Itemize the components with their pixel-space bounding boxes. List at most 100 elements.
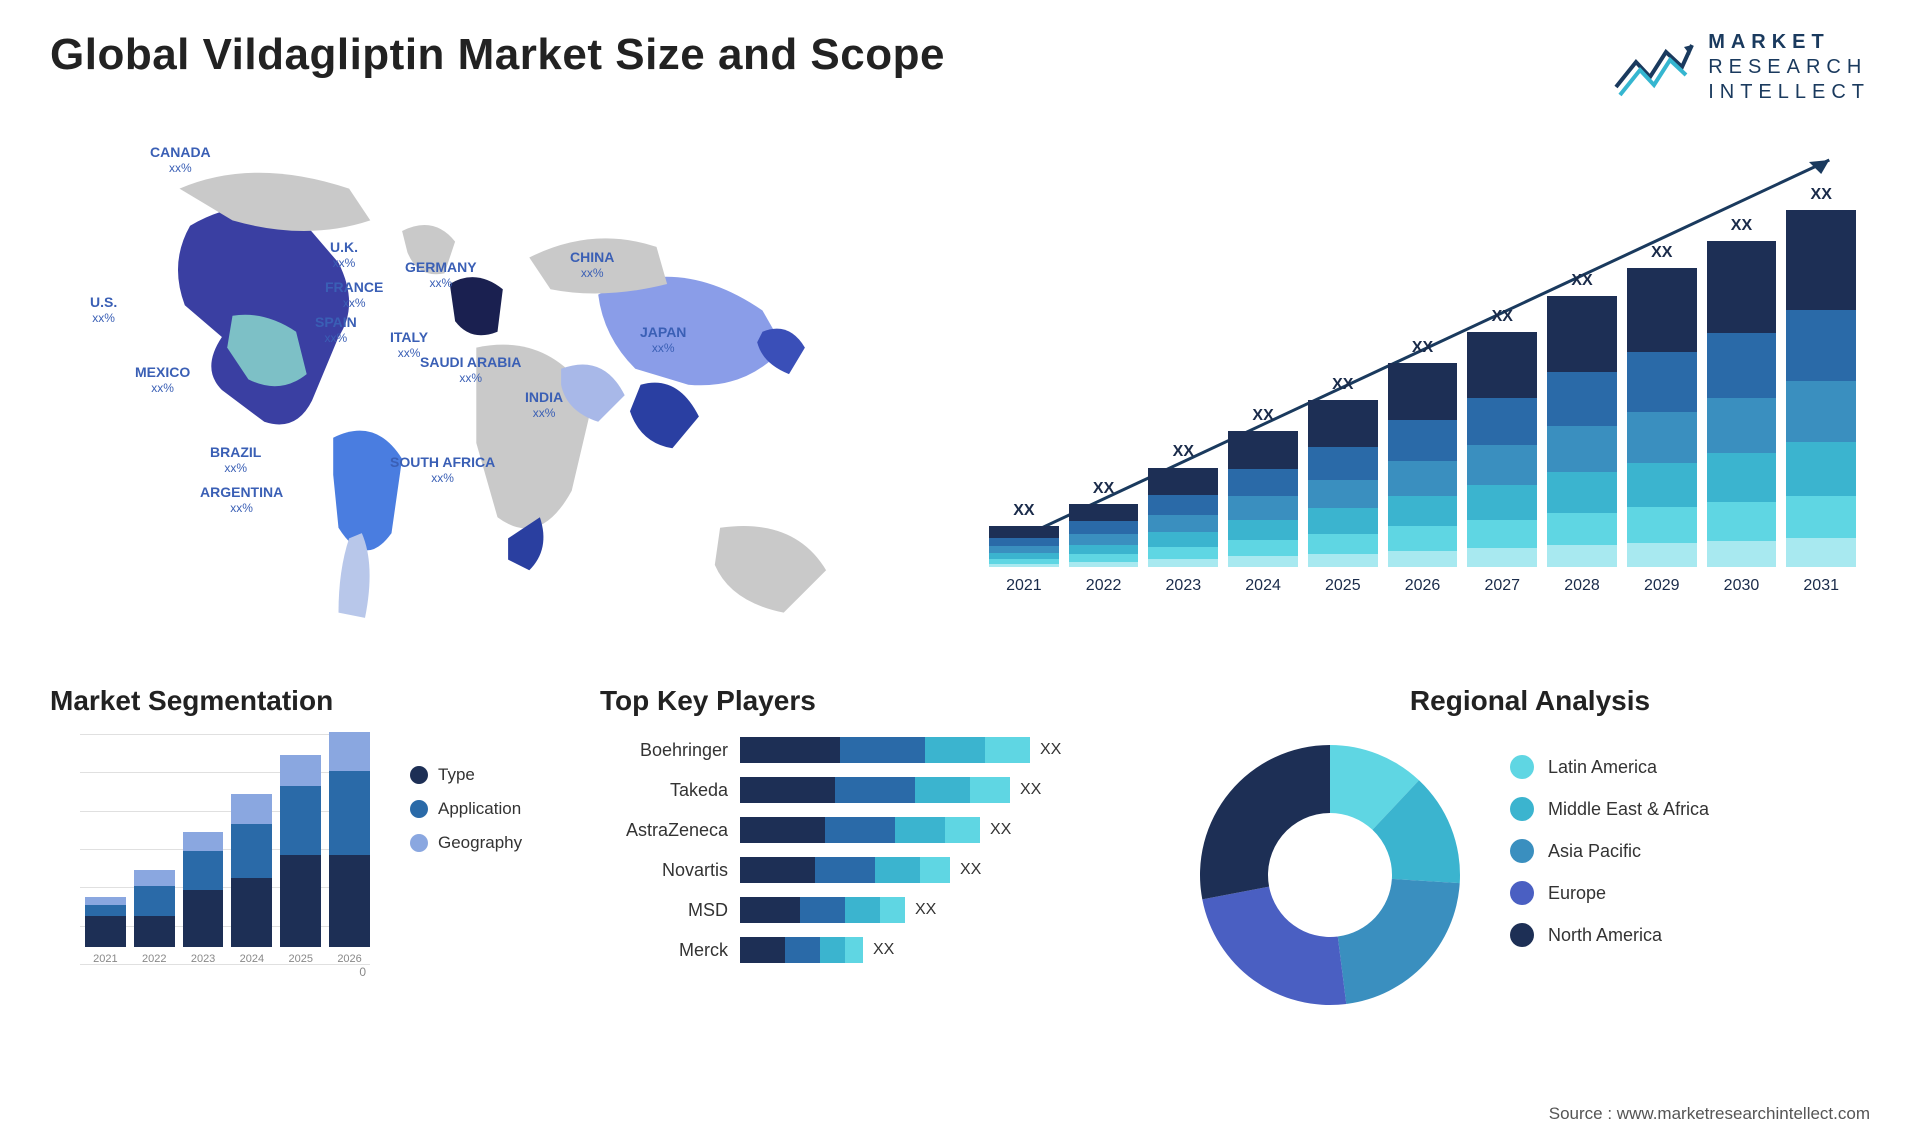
bar-value-label: XX	[1731, 217, 1752, 235]
donut-slice	[1202, 887, 1346, 1005]
logo-icon	[1614, 37, 1694, 99]
legend-item: Geography	[410, 833, 522, 853]
growth-bar-col: XX 2026	[1388, 339, 1458, 595]
seg-bar-col: 2026	[329, 732, 370, 965]
world-map: CANADAxx%U.S.xx%MEXICOxx%BRAZILxx%ARGENT…	[50, 125, 945, 655]
year-label: 2026	[1405, 577, 1441, 595]
top-row: CANADAxx%U.S.xx%MEXICOxx%BRAZILxx%ARGENT…	[50, 125, 1870, 655]
donut-chart	[1190, 735, 1470, 1015]
growth-bar-col: XX 2027	[1467, 308, 1537, 595]
year-label: 2030	[1724, 577, 1760, 595]
growth-bar	[989, 526, 1059, 567]
player-name: MSD	[600, 900, 740, 921]
players-header: Top Key Players	[600, 685, 1160, 717]
player-row: MerckXX	[600, 935, 1160, 965]
region-legend: Latin America Middle East & Africa Asia Pa…	[1510, 735, 1709, 1015]
donut-slice	[1338, 879, 1460, 1004]
legend-item: North America	[1510, 923, 1709, 947]
growth-bar	[1467, 332, 1537, 567]
growth-bar-col: XX 2021	[989, 502, 1059, 595]
map-label: CANADAxx%	[150, 145, 211, 176]
bar-value-label: XX	[1651, 244, 1672, 262]
segmentation-header: Market Segmentation	[50, 685, 570, 717]
player-name: Novartis	[600, 860, 740, 881]
growth-bar	[1228, 431, 1298, 567]
legend-item: Europe	[1510, 881, 1709, 905]
year-label: 2022	[1086, 577, 1122, 595]
seg-bar-col: 2025	[280, 755, 321, 965]
player-name: Takeda	[600, 780, 740, 801]
growth-chart: XX2021XX2022XX2023XX2024XX2025XX2026XX20…	[975, 125, 1870, 655]
map-label: INDIAxx%	[525, 390, 563, 421]
year-label: 2027	[1484, 577, 1520, 595]
growth-bar	[1069, 504, 1139, 567]
map-label: SOUTH AFRICAxx%	[390, 455, 495, 486]
map-label: SPAINxx%	[315, 315, 357, 346]
map-label: U.S.xx%	[90, 295, 117, 326]
year-label: 2025	[1325, 577, 1361, 595]
growth-bar	[1707, 241, 1777, 567]
map-label: FRANCExx%	[325, 280, 383, 311]
map-label: BRAZILxx%	[210, 445, 261, 476]
year-label: 2023	[1166, 577, 1202, 595]
bar-value-label: XX	[1173, 443, 1194, 461]
map-label: MEXICOxx%	[135, 365, 190, 396]
year-label: 2029	[1644, 577, 1680, 595]
legend-item: Middle East & Africa	[1510, 797, 1709, 821]
segmentation-legend: Type Application Geography	[410, 735, 522, 995]
growth-bar-col: XX 2029	[1627, 244, 1697, 595]
bar-value-label: XX	[1252, 407, 1273, 425]
growth-bar	[1786, 210, 1856, 567]
seg-bar-col: 2022	[134, 870, 175, 965]
donut-slice	[1200, 745, 1330, 899]
map-label: JAPANxx%	[640, 325, 686, 356]
players-section: Top Key Players BoehringerXX TakedaXX Astr…	[600, 685, 1160, 1015]
bar-value-label: XX	[1332, 376, 1353, 394]
regional-section: Regional Analysis Latin America Middle Ea…	[1190, 685, 1870, 1015]
source-line: Source : www.marketresearchintellect.com	[1549, 1104, 1870, 1124]
growth-bar	[1308, 400, 1378, 567]
growth-bar-col: XX 2030	[1707, 217, 1777, 595]
seg-bar-col: 2023	[183, 832, 224, 965]
legend-item: Type	[410, 765, 522, 785]
growth-bar	[1627, 268, 1697, 567]
logo-text: MARKET RESEARCH INTELLECT	[1708, 30, 1870, 105]
growth-bar	[1148, 467, 1218, 567]
growth-bar-col: XX 2024	[1228, 407, 1298, 595]
legend-item: Asia Pacific	[1510, 839, 1709, 863]
player-row: AstraZenecaXX	[600, 815, 1160, 845]
growth-bar-col: XX 2025	[1308, 376, 1378, 595]
player-name: AstraZeneca	[600, 820, 740, 841]
year-label: 2024	[1245, 577, 1281, 595]
logo: MARKET RESEARCH INTELLECT	[1614, 30, 1870, 105]
map-label: GERMANYxx%	[405, 260, 477, 291]
bar-value-label: XX	[1412, 339, 1433, 357]
player-name: Merck	[600, 940, 740, 961]
bottom-row: Market Segmentation 01020304050602021202…	[50, 685, 1870, 1015]
bar-value-label: XX	[1811, 186, 1832, 204]
player-row: NovartisXX	[600, 855, 1160, 885]
year-label: 2021	[1006, 577, 1042, 595]
map-label: U.K.xx%	[330, 240, 358, 271]
bar-value-label: XX	[1013, 502, 1034, 520]
players-rows: BoehringerXX TakedaXX AstraZenecaXX Novarti…	[600, 735, 1160, 965]
growth-bar-col: XX 2023	[1148, 443, 1218, 595]
year-label: 2031	[1803, 577, 1839, 595]
regional-header: Regional Analysis	[1190, 685, 1870, 717]
legend-item: Application	[410, 799, 522, 819]
growth-bar-col: XX 2028	[1547, 272, 1617, 595]
player-row: BoehringerXX	[600, 735, 1160, 765]
segmentation-section: Market Segmentation 01020304050602021202…	[50, 685, 570, 1015]
player-row: MSDXX	[600, 895, 1160, 925]
growth-bar-col: XX2022	[1069, 480, 1139, 595]
segmentation-body: 0102030405060202120222023202420252026 Ty…	[50, 735, 570, 995]
legend-item: Latin America	[1510, 755, 1709, 779]
bar-value-label: XX	[1571, 272, 1592, 290]
growth-bar	[1547, 296, 1617, 567]
player-row: TakedaXX	[600, 775, 1160, 805]
bar-value-label: XX	[1492, 308, 1513, 326]
year-label: 2028	[1564, 577, 1600, 595]
map-label: CHINAxx%	[570, 250, 614, 281]
segmentation-chart: 0102030405060202120222023202420252026	[50, 735, 370, 995]
header-row: Global Vildagliptin Market Size and Scop…	[50, 30, 1870, 105]
